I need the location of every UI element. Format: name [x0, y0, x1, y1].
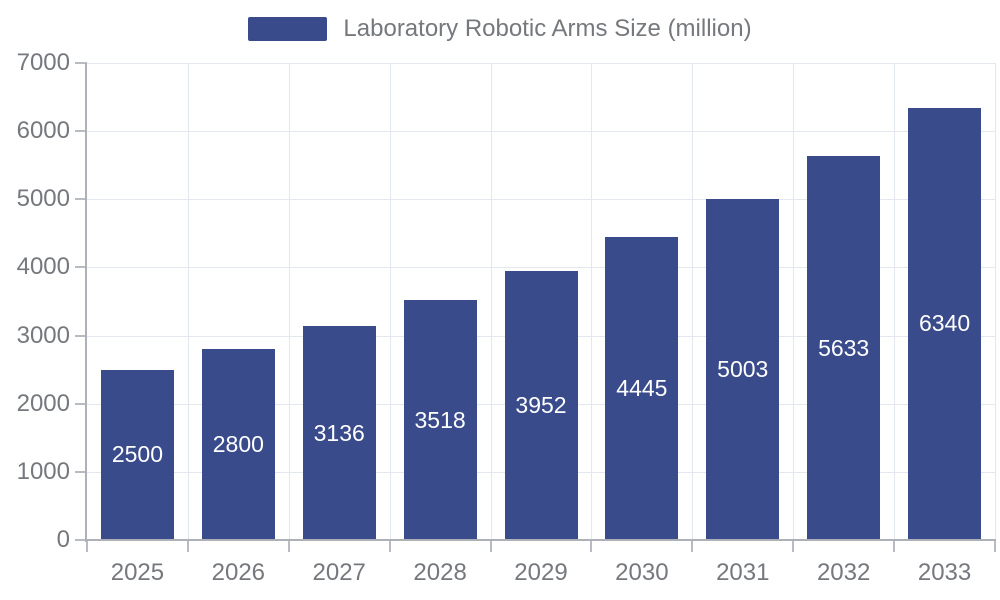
x-axis-label: 2033 [917, 559, 972, 586]
x-axis-label: 2028 [413, 559, 467, 586]
bar: 5003 [706, 199, 780, 540]
bar: 6340 [908, 107, 982, 540]
x-gridline [187, 63, 189, 540]
x-axis-tick [893, 540, 896, 552]
bar-value-label: 6340 [918, 310, 971, 337]
y-axis-tick [75, 539, 87, 541]
x-gridline [793, 63, 795, 540]
x-axis-label: 2030 [615, 559, 669, 586]
bar: 3952 [504, 270, 578, 540]
x-axis-label: 2025 [110, 559, 165, 586]
x-axis-line [85, 539, 996, 541]
y-axis-label: 7000 [16, 49, 70, 76]
y-gridline [87, 267, 995, 269]
y-axis-label: 0 [56, 526, 70, 553]
legend-item[interactable]: Laboratory Robotic Arms Size (million) [0, 15, 1000, 43]
x-gridline [894, 63, 896, 540]
x-axis-tick [994, 540, 996, 552]
bar-value-label: 3952 [515, 391, 567, 418]
bar-value-label: 2500 [111, 441, 164, 468]
bar: 3136 [302, 326, 376, 540]
x-axis-tick [489, 540, 492, 552]
y-axis-label: 2000 [16, 389, 70, 417]
bar-value-label: 5633 [818, 334, 870, 361]
y-gridline [87, 63, 995, 64]
bar: 2800 [201, 349, 275, 540]
x-axis-tick [792, 540, 795, 552]
y-axis-tick [75, 62, 87, 64]
x-gridline [288, 63, 290, 540]
x-gridline [490, 63, 492, 540]
x-gridline [692, 63, 694, 540]
bar: 2500 [100, 369, 174, 540]
bar-value-label: 2800 [212, 431, 264, 458]
y-axis-label: 5000 [16, 185, 70, 213]
x-axis-label: 2032 [816, 559, 871, 586]
x-axis-tick [186, 540, 189, 552]
bar: 3518 [403, 300, 477, 540]
x-axis-tick [388, 540, 391, 552]
y-axis-label: 4000 [16, 253, 70, 281]
legend-swatch [248, 17, 328, 41]
y-axis-tick [75, 334, 87, 337]
x-axis-tick [287, 540, 290, 552]
bar: 5633 [807, 156, 881, 540]
y-gridline [87, 131, 995, 133]
y-gridline [87, 199, 995, 201]
y-axis-tick [75, 198, 87, 201]
y-axis-tick [75, 470, 87, 473]
x-gridline [995, 63, 996, 540]
bar: 4445 [605, 237, 679, 540]
x-axis-label: 2029 [514, 559, 568, 586]
x-axis-tick [86, 540, 88, 552]
x-gridline [389, 63, 391, 540]
y-axis-line [85, 63, 87, 542]
y-axis-label: 1000 [16, 457, 70, 485]
bar-value-label: 3136 [313, 419, 365, 446]
y-axis-tick [75, 402, 87, 405]
y-axis-tick [75, 130, 87, 133]
x-axis-label: 2026 [211, 559, 266, 586]
bar-value-label: 4445 [616, 375, 668, 402]
y-axis-label: 6000 [16, 117, 70, 145]
x-gridline [591, 63, 593, 540]
legend-label: Laboratory Robotic Arms Size (million) [343, 15, 752, 42]
x-axis-label: 2031 [716, 559, 770, 586]
x-axis-tick [691, 540, 694, 552]
x-axis-label: 2027 [312, 559, 366, 586]
y-axis-tick [75, 266, 87, 269]
bar-value-label: 5003 [717, 356, 769, 383]
x-axis-tick [590, 540, 593, 552]
bar-value-label: 3518 [414, 406, 466, 433]
y-axis-label: 3000 [16, 321, 70, 349]
